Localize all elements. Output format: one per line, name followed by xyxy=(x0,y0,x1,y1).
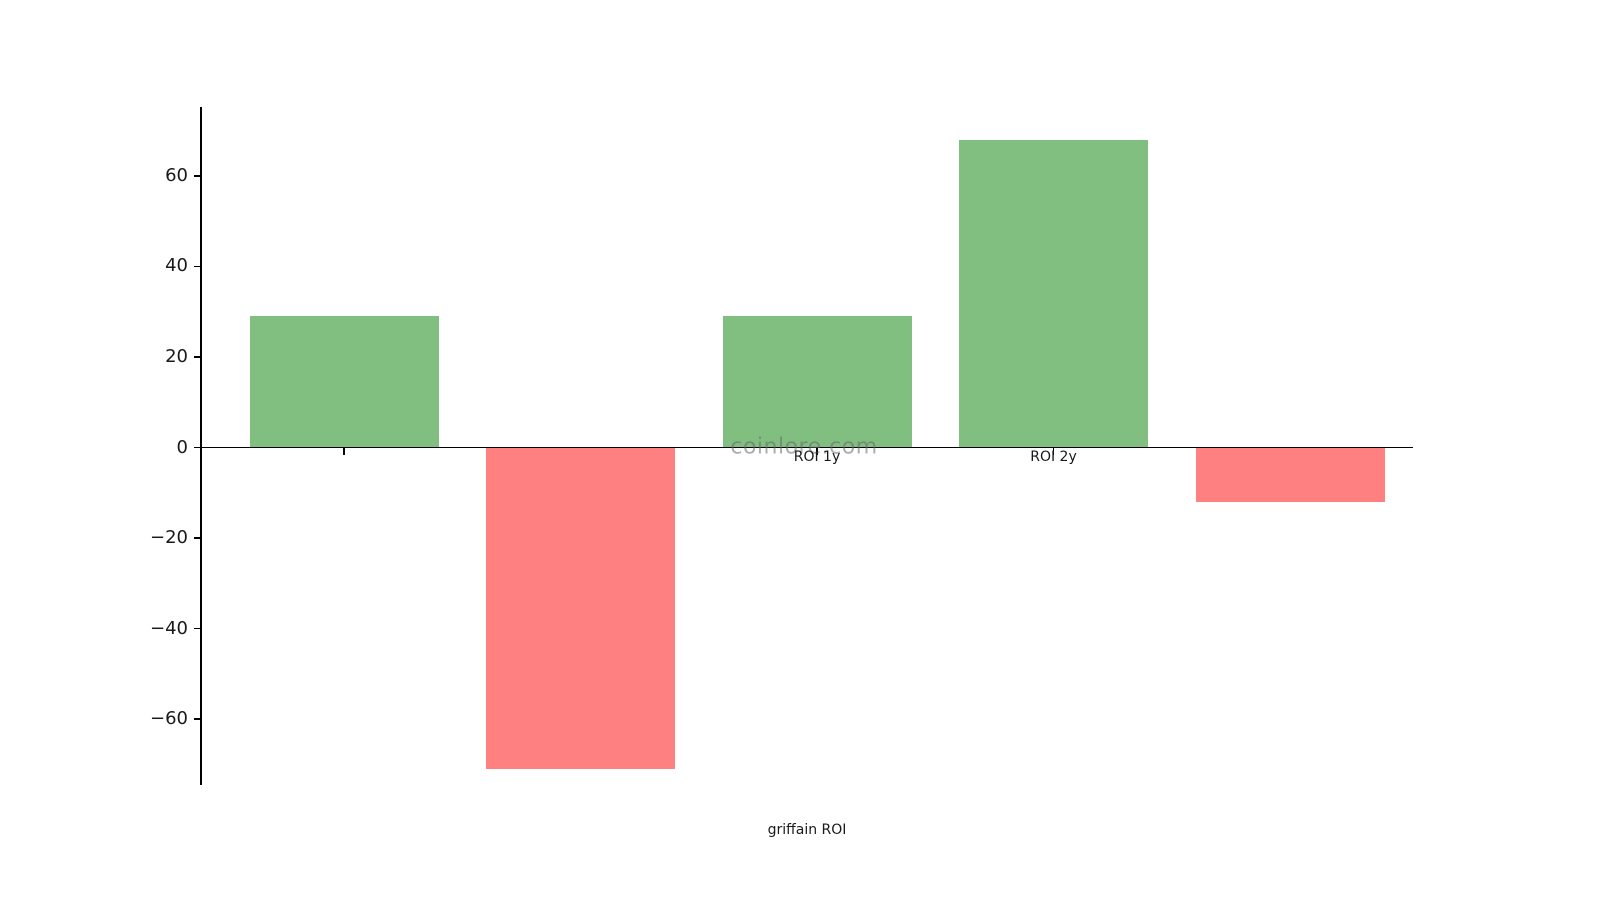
chart-xlabel: griffain ROI xyxy=(767,822,847,838)
y-axis-spine xyxy=(200,107,202,785)
bar-roi-2y xyxy=(959,139,1148,448)
y-tick-mark xyxy=(194,627,201,630)
y-tick-label: 60 xyxy=(165,164,188,186)
y-tick-label: 0 xyxy=(176,436,188,458)
y-tick-label: −40 xyxy=(150,617,188,639)
y-tick-mark xyxy=(194,537,201,539)
bar-roi-1y xyxy=(722,316,912,448)
y-tick-label: −60 xyxy=(150,708,188,730)
x-tick-mark xyxy=(816,447,818,455)
x-tick-mark xyxy=(1052,447,1055,455)
y-tick-label: −20 xyxy=(150,527,188,548)
y-tick-mark xyxy=(194,265,201,268)
bar-col-5 xyxy=(1195,447,1385,502)
y-tick-mark xyxy=(194,718,201,720)
y-tick-mark xyxy=(194,175,201,177)
x-tick-mark xyxy=(343,447,345,455)
x-tick-label-roi-1y: ROI 1y xyxy=(793,449,841,465)
y-tick-label: 40 xyxy=(165,255,188,277)
y-tick-mark xyxy=(194,356,201,358)
bar-col-1 xyxy=(249,316,439,448)
y-tick-label: 20 xyxy=(165,345,188,367)
bar-col-2 xyxy=(486,447,675,769)
zero-baseline xyxy=(200,446,1413,449)
watermark-text: coinlore.com xyxy=(730,434,878,460)
y-tick-mark xyxy=(194,446,201,449)
x-tick-label-roi-2y: ROI 2y xyxy=(1030,449,1077,465)
